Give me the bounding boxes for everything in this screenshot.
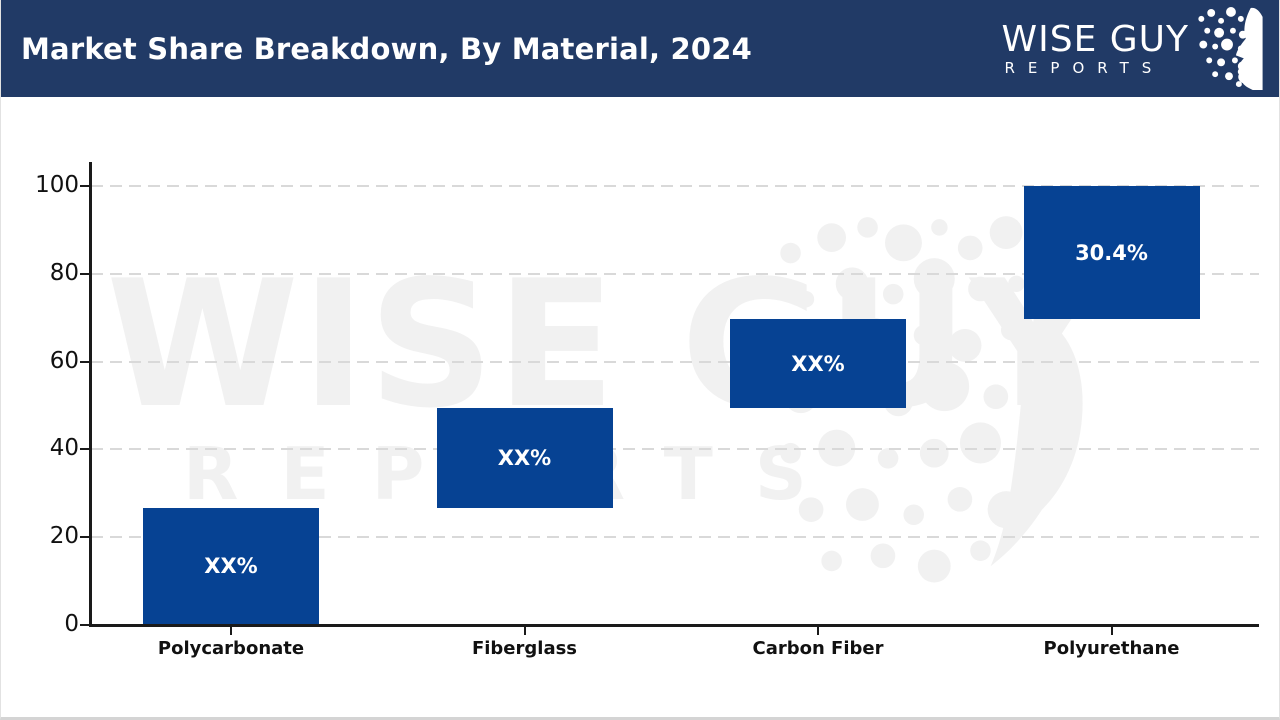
bar-value-label: XX% bbox=[204, 554, 258, 579]
brand-logo-text: WISE GUY REPORTS bbox=[1001, 18, 1190, 77]
gridline bbox=[91, 185, 1259, 187]
page-title: Market Share Breakdown, By Material, 202… bbox=[21, 31, 753, 66]
x-tick-mark bbox=[523, 627, 526, 635]
y-tick-label: 100 bbox=[35, 172, 79, 198]
x-tick-mark bbox=[817, 627, 819, 635]
y-tick-mark bbox=[80, 185, 89, 187]
x-axis-line bbox=[89, 624, 1259, 627]
gridline bbox=[91, 360, 1259, 363]
bar-segment: 30.4% bbox=[1023, 186, 1200, 320]
logo-face-icon bbox=[1198, 6, 1263, 90]
x-tick-mark bbox=[1110, 627, 1113, 635]
y-tick-mark bbox=[80, 536, 89, 539]
y-tick-mark bbox=[80, 448, 89, 451]
y-tick-label: 40 bbox=[49, 435, 79, 462]
bar-segment: XX% bbox=[730, 319, 906, 409]
x-tick-mark bbox=[230, 627, 232, 635]
y-tick-label: 80 bbox=[49, 259, 79, 286]
gridline bbox=[91, 448, 1259, 451]
logo-subtitle: REPORTS bbox=[1004, 58, 1165, 77]
category-label: Fiberglass bbox=[471, 638, 578, 659]
y-tick-label: 60 bbox=[49, 347, 79, 374]
y-tick-mark bbox=[80, 272, 89, 275]
y-tick-mark bbox=[80, 360, 89, 363]
bar-segment: XX% bbox=[436, 408, 613, 508]
gridline bbox=[91, 536, 1259, 539]
brand-logo: WISE GUY REPORTS bbox=[1001, 6, 1266, 91]
bar-value-label: XX% bbox=[791, 351, 845, 376]
category-label: Carbon Fiber bbox=[752, 638, 884, 659]
bar-value-label: 30.4% bbox=[1075, 240, 1148, 265]
header-bar: Market Share Breakdown, By Material, 202… bbox=[1, 0, 1279, 97]
category-label: Polyurethane bbox=[1043, 638, 1180, 659]
y-tick-mark bbox=[80, 624, 89, 626]
category-label: Polycarbonate bbox=[157, 638, 305, 659]
y-tick-label: 0 bbox=[64, 611, 79, 637]
bar-segment: XX% bbox=[143, 507, 319, 625]
gridline bbox=[91, 272, 1259, 275]
logo-wordmark: WISE GUY bbox=[1001, 18, 1189, 60]
y-tick-label: 20 bbox=[49, 523, 79, 550]
y-axis-line bbox=[89, 162, 92, 627]
bar-value-label: XX% bbox=[497, 445, 552, 470]
